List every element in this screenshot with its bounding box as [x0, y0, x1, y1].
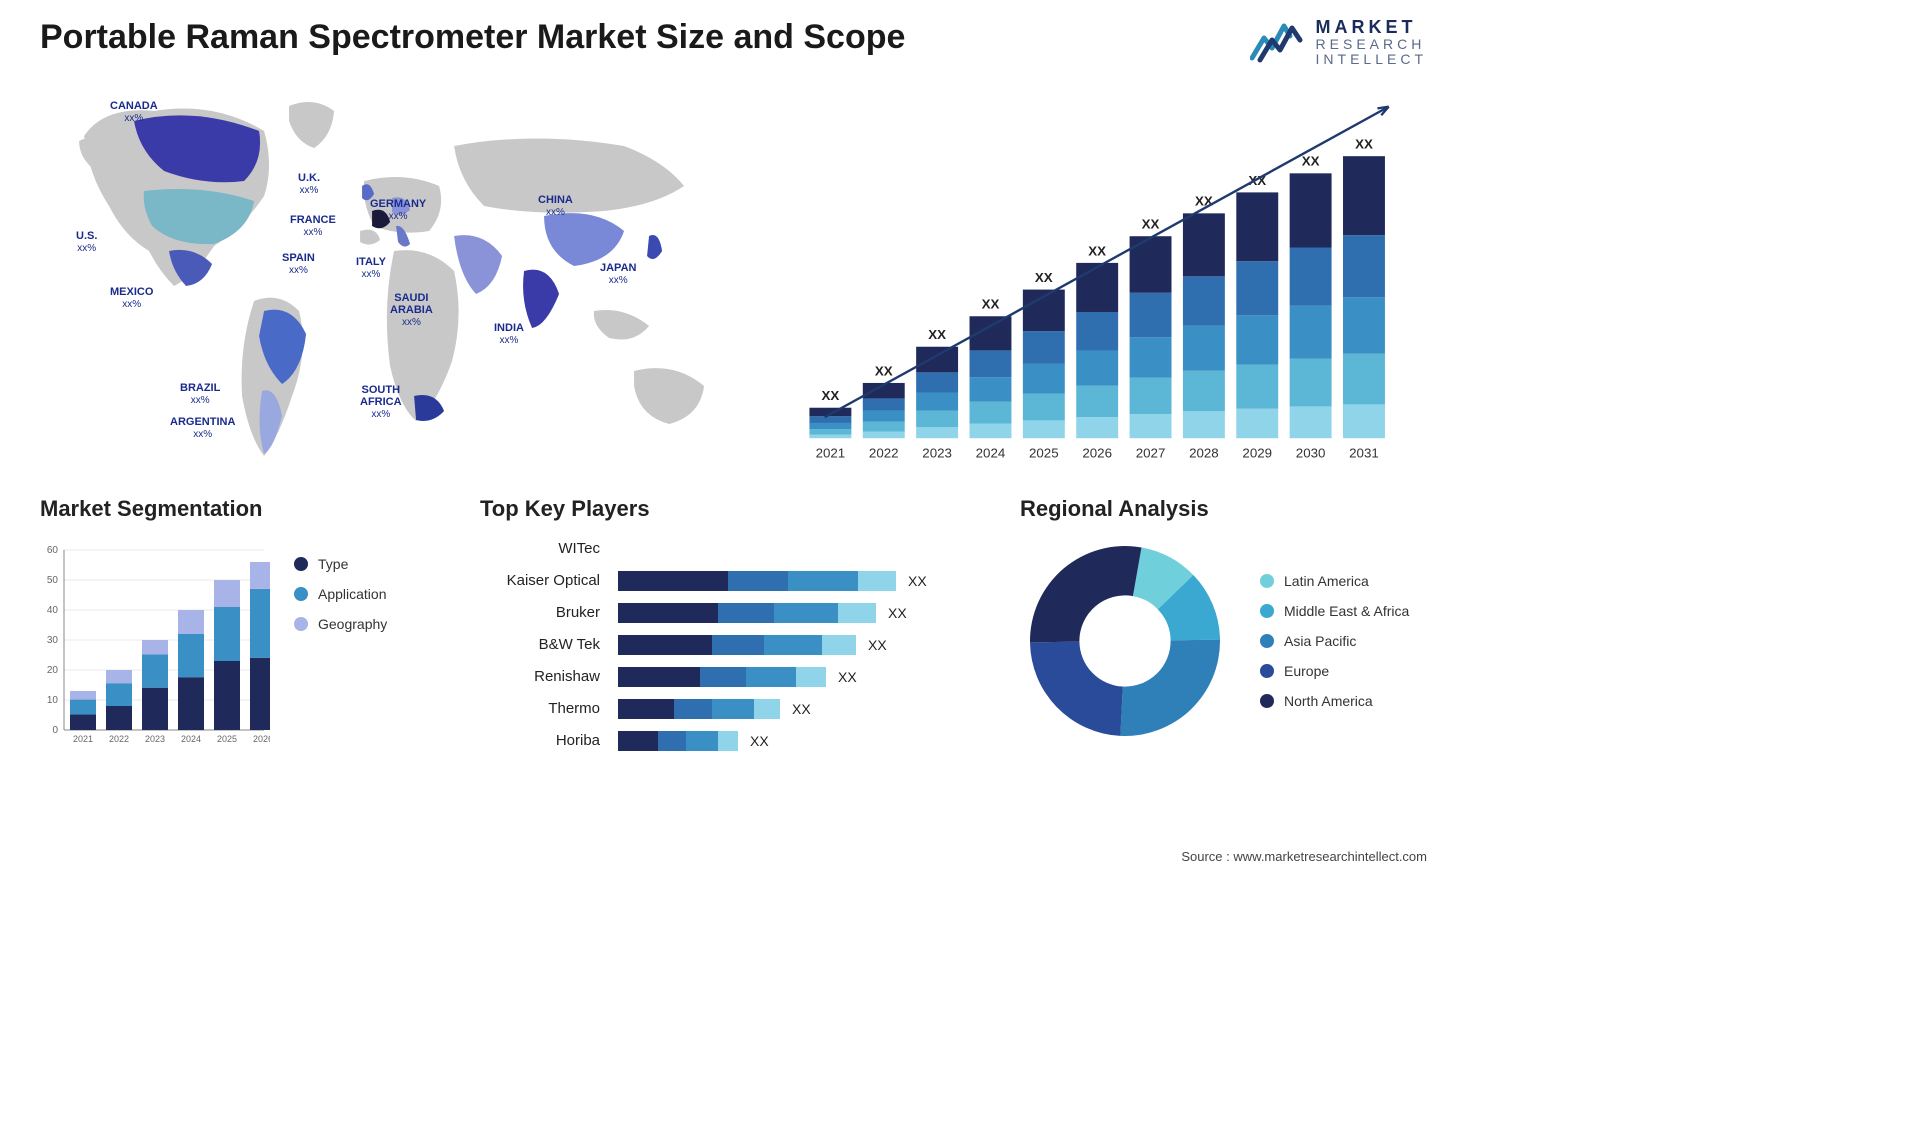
map-label: GERMANYxx%: [370, 198, 426, 222]
legend-item: Europe: [1260, 663, 1409, 679]
svg-text:XX: XX: [1355, 137, 1373, 152]
page-title: Portable Raman Spectrometer Market Size …: [40, 18, 905, 57]
map-label: U.K.xx%: [298, 172, 320, 196]
logo-text-3: INTELLECT: [1316, 52, 1427, 67]
legend-item: Latin America: [1260, 573, 1409, 589]
svg-text:2026: 2026: [253, 734, 270, 744]
svg-text:2026: 2026: [1082, 446, 1112, 461]
svg-text:XX: XX: [875, 364, 893, 379]
map-label: BRAZILxx%: [180, 382, 220, 406]
player-bar-row: XX: [618, 634, 1000, 656]
svg-text:2021: 2021: [73, 734, 93, 744]
player-name: Horiba: [480, 730, 600, 752]
regional-legend: Latin America Middle East & Africa Asia Pa…: [1260, 573, 1409, 709]
map-label: ARGENTINAxx%: [170, 416, 235, 440]
player-name: Kaiser Optical: [480, 570, 600, 592]
svg-text:0: 0: [52, 725, 58, 736]
map-label: SPAINxx%: [282, 252, 315, 276]
segmentation-chart: 0 10 20 30 40 50 60 2021 2022 2023 2024 2025 2026: [40, 536, 270, 746]
regional-donut-chart: [1020, 536, 1230, 746]
svg-text:XX: XX: [822, 388, 840, 403]
svg-text:XX: XX: [982, 297, 1000, 312]
svg-text:40: 40: [47, 605, 59, 616]
svg-text:2025: 2025: [1029, 446, 1059, 461]
player-bar-row: XX: [618, 602, 1000, 624]
svg-text:2027: 2027: [1136, 446, 1166, 461]
svg-text:XX: XX: [1195, 194, 1213, 209]
segmentation-title: Market Segmentation: [40, 496, 460, 522]
map-label: SAUDIARABIAxx%: [390, 292, 433, 328]
brand-logo: MARKET RESEARCH INTELLECT: [1250, 18, 1427, 66]
svg-text:2031: 2031: [1349, 446, 1379, 461]
svg-text:60: 60: [47, 545, 59, 556]
player-bars-chart: XX XX XX XX XX XX: [618, 536, 1000, 752]
svg-text:XX: XX: [1302, 154, 1320, 169]
svg-text:2024: 2024: [181, 734, 201, 744]
source-attribution: Source : www.marketresearchintellect.com: [1181, 849, 1427, 864]
svg-text:2022: 2022: [109, 734, 129, 744]
legend-item: Application: [294, 586, 387, 602]
svg-text:XX: XX: [1035, 270, 1053, 285]
legend-item: Middle East & Africa: [1260, 603, 1409, 619]
player-name: B&W Tek: [480, 634, 600, 656]
player-bar-row: XX: [618, 698, 1000, 720]
map-label: U.S.xx%: [76, 230, 97, 254]
player-bar-row: XX: [618, 730, 1000, 752]
svg-text:2023: 2023: [145, 734, 165, 744]
svg-text:2021: 2021: [816, 446, 846, 461]
svg-text:30: 30: [47, 635, 59, 646]
svg-text:2028: 2028: [1189, 446, 1219, 461]
player-bar-row: XX: [618, 666, 1000, 688]
players-title: Top Key Players: [480, 496, 1000, 522]
logo-text-2: RESEARCH: [1316, 37, 1427, 52]
player-name: Thermo: [480, 698, 600, 720]
legend-item: Type: [294, 556, 387, 572]
svg-text:XX: XX: [928, 327, 946, 342]
map-label: INDIAxx%: [494, 322, 524, 346]
map-label: JAPANxx%: [600, 262, 636, 286]
map-label: MEXICOxx%: [110, 286, 153, 310]
map-label: CANADAxx%: [110, 100, 158, 124]
svg-text:2024: 2024: [976, 446, 1006, 461]
growth-chart: XX 2021 XX 2022 XX 2023 XX 2024 XX 2025 XX 2026 XX 20…: [798, 76, 1427, 476]
svg-text:2029: 2029: [1243, 446, 1273, 461]
segmentation-legend: Type Application Geography: [294, 536, 387, 746]
svg-text:50: 50: [47, 575, 59, 586]
map-label: ITALYxx%: [356, 256, 386, 280]
legend-item: Geography: [294, 616, 387, 632]
map-label: SOUTHAFRICAxx%: [360, 384, 402, 420]
logo-mark-icon: [1250, 18, 1306, 66]
svg-text:XX: XX: [1142, 217, 1160, 232]
player-name: WITec: [480, 538, 600, 560]
svg-text:20: 20: [47, 665, 59, 676]
svg-text:2023: 2023: [922, 446, 952, 461]
svg-text:XX: XX: [1088, 244, 1106, 259]
logo-text-1: MARKET: [1316, 18, 1427, 37]
legend-item: North America: [1260, 693, 1409, 709]
svg-text:2030: 2030: [1296, 446, 1326, 461]
svg-text:2022: 2022: [869, 446, 899, 461]
world-map: CANADAxx% U.S.xx% MEXICOxx% BRAZILxx% ARGENT…: [40, 76, 768, 476]
player-bar-row: XX: [618, 570, 1000, 592]
regional-title: Regional Analysis: [1020, 496, 1427, 522]
legend-item: Asia Pacific: [1260, 633, 1409, 649]
map-label: FRANCExx%: [290, 214, 336, 238]
player-names: WITec Kaiser Optical Bruker B&W Tek Renishaw…: [480, 536, 600, 752]
svg-text:2025: 2025: [217, 734, 237, 744]
map-label: CHINAxx%: [538, 194, 573, 218]
svg-text:10: 10: [47, 695, 59, 706]
player-name: Renishaw: [480, 666, 600, 688]
player-name: Bruker: [480, 602, 600, 624]
